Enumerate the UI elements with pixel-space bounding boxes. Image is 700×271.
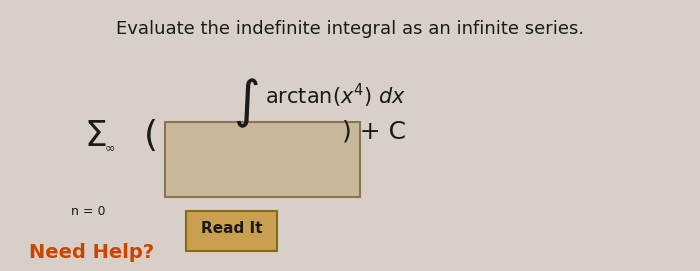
Text: $\Sigma$: $\Sigma$: [84, 120, 107, 153]
FancyBboxPatch shape: [186, 211, 276, 251]
Text: $\mathrm{arctan}(x^4)\ dx$: $\mathrm{arctan}(x^4)\ dx$: [265, 82, 407, 110]
Text: Evaluate the indefinite integral as an infinite series.: Evaluate the indefinite integral as an i…: [116, 20, 584, 38]
Text: (: (: [144, 120, 158, 153]
Text: $\infty$: $\infty$: [104, 141, 115, 154]
Text: ) + C: ) + C: [342, 120, 407, 143]
Text: $\int$: $\int$: [232, 76, 258, 130]
Text: n = 0: n = 0: [71, 205, 106, 218]
Text: Read It: Read It: [201, 221, 262, 235]
FancyBboxPatch shape: [165, 122, 360, 197]
Text: Need Help?: Need Help?: [29, 243, 155, 262]
